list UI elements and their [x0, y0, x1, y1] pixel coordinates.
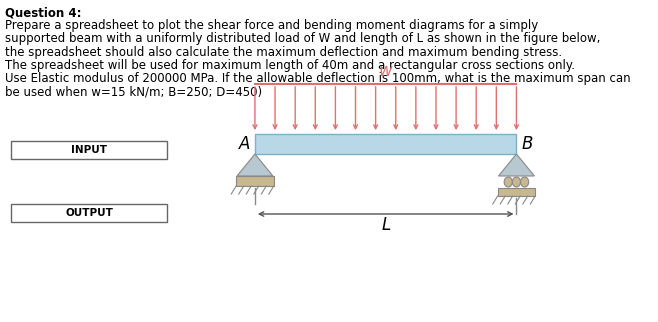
Bar — [255, 134, 517, 154]
Text: be used when w=15 kN/m; B=250; D=450): be used when w=15 kN/m; B=250; D=450) — [5, 85, 262, 98]
Circle shape — [513, 177, 520, 187]
Text: The spreadsheet will be used for maximum length of 40m and a rectangular cross s: The spreadsheet will be used for maximum… — [5, 59, 575, 72]
Text: L: L — [381, 216, 390, 234]
Text: Question 4:: Question 4: — [5, 6, 82, 19]
Text: w: w — [379, 62, 393, 80]
Text: the spreadsheet should also calculate the maximum deflection and maximum bending: the spreadsheet should also calculate th… — [5, 46, 562, 59]
Text: Use Elastic modulus of 200000 MPa. If the allowable deflection is 100mm, what is: Use Elastic modulus of 200000 MPa. If th… — [5, 72, 630, 85]
Text: A: A — [239, 135, 250, 153]
Text: INPUT: INPUT — [71, 145, 107, 155]
Polygon shape — [237, 154, 273, 176]
Circle shape — [504, 177, 513, 187]
Bar — [11, 204, 166, 222]
Bar — [11, 141, 166, 159]
Bar — [497, 188, 535, 196]
Text: supported beam with a uniformly distributed load of W and length of L as shown i: supported beam with a uniformly distribu… — [5, 33, 600, 45]
Circle shape — [520, 177, 528, 187]
Text: B: B — [521, 135, 533, 153]
Polygon shape — [499, 154, 534, 176]
Text: OUTPUT: OUTPUT — [65, 208, 113, 218]
Bar — [236, 176, 274, 186]
Text: Prepare a spreadsheet to plot the shear force and bending moment diagrams for a : Prepare a spreadsheet to plot the shear … — [5, 19, 538, 32]
